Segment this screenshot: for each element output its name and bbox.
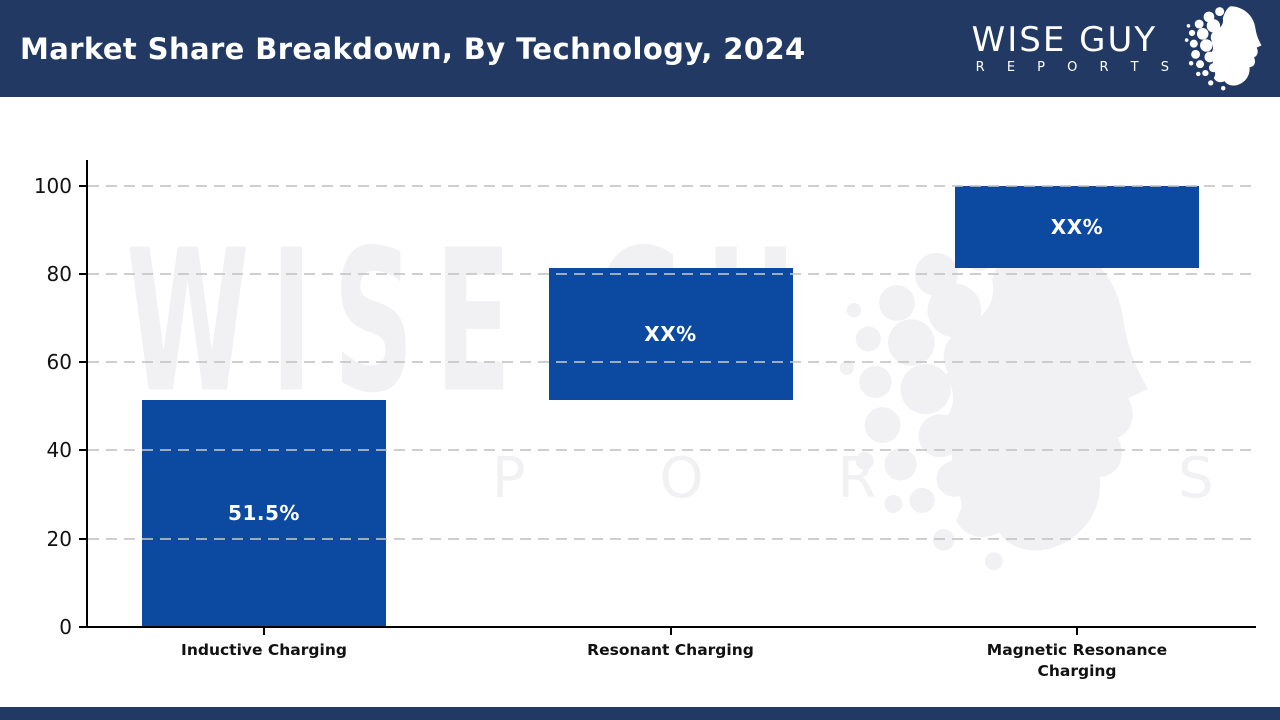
y-axis-tick-label: 60: [46, 350, 72, 375]
x-axis-category-label: Magnetic Resonance Charging: [986, 641, 1168, 680]
wise-guy-reports-logo: WISE GUY R E P O R T S: [972, 4, 1280, 94]
y-axis-tick: [79, 185, 87, 188]
x-axis-category-label: Resonant Charging: [587, 641, 754, 659]
y-gridline: [88, 449, 1256, 452]
y-axis-line: [86, 160, 88, 628]
bar-segment: 51.5%: [142, 399, 386, 627]
header-bar: Market Share Breakdown, By Technology, 2…: [0, 0, 1280, 97]
footer-bar: [0, 707, 1280, 720]
bar-segment: XX%: [955, 186, 1199, 268]
y-axis-tick-label: 80: [46, 262, 72, 287]
logo-head-icon: [1184, 5, 1262, 90]
y-gridline: [88, 185, 1256, 188]
bar-segment: XX%: [548, 267, 793, 400]
bar-value-label: 51.5%: [228, 501, 300, 526]
x-axis-tick: [1076, 627, 1078, 635]
y-axis-tick: [79, 273, 87, 276]
y-axis-tick: [79, 537, 87, 540]
y-axis-tick-label: 0: [59, 614, 72, 639]
bar-value-label: XX%: [1050, 214, 1104, 239]
y-axis-tick: [79, 449, 87, 452]
y-axis-tick-label: 100: [33, 174, 72, 199]
chart-title: Market Share Breakdown, By Technology, 2…: [20, 31, 806, 66]
y-axis-tick: [79, 625, 87, 628]
logo-subtitle: R E P O R T S: [975, 59, 1178, 75]
y-axis-tick-label: 40: [46, 438, 72, 463]
watermark-head-icon: [839, 231, 1149, 571]
y-axis-tick-label: 20: [46, 526, 72, 551]
x-axis-category-label: Inductive Charging: [181, 641, 347, 659]
logo-wordmark: WISE GUY: [971, 19, 1158, 60]
x-axis-tick: [263, 627, 265, 635]
y-gridline: [88, 537, 1256, 540]
x-axis-tick: [669, 627, 672, 635]
y-gridline: [88, 273, 1256, 276]
y-axis-tick: [79, 361, 87, 364]
y-gridline: [88, 361, 1256, 364]
bar-value-label: XX%: [644, 321, 697, 346]
x-axis-line: [86, 626, 1256, 628]
